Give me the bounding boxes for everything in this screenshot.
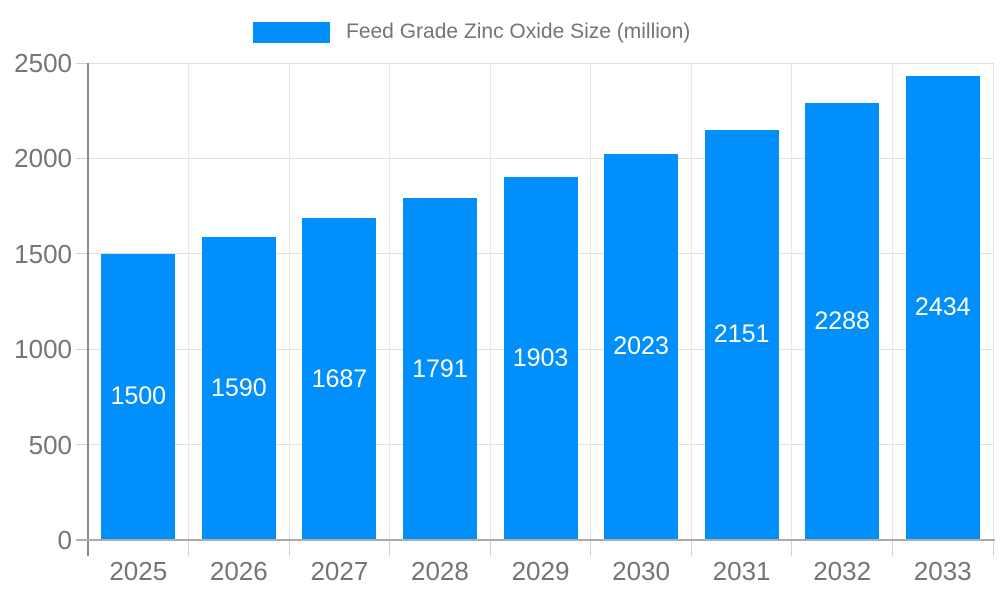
v-gridline	[590, 63, 592, 540]
bar-2032[interactable]: 2288	[805, 103, 880, 540]
y-axis-label: 1500	[14, 238, 72, 269]
x-axis-tick	[288, 540, 290, 556]
bar-value-label: 1903	[512, 343, 569, 372]
bar-2031[interactable]: 2151	[704, 129, 779, 540]
x-axis-tick	[389, 540, 391, 556]
x-axis-label: 2028	[411, 556, 469, 586]
bar-2025[interactable]: 1500	[101, 253, 176, 540]
x-axis-tick	[489, 540, 491, 556]
x-axis-label: 2033	[913, 556, 972, 586]
y-axis-tick	[76, 444, 88, 446]
v-gridline	[992, 63, 994, 540]
h-gridline	[88, 157, 993, 159]
x-axis-label: 2025	[109, 556, 168, 586]
legend-label: Feed Grade Zinc Oxide Size (million)	[346, 20, 691, 43]
bar-2033[interactable]: 2434	[905, 75, 980, 540]
x-axis-label: 2030	[612, 556, 670, 586]
x-axis-label: 2031	[712, 556, 771, 586]
bar-value-label: 2434	[914, 293, 971, 322]
v-gridline	[188, 63, 190, 540]
bar-2030[interactable]: 2023	[604, 154, 679, 540]
v-gridline	[288, 63, 290, 540]
bar-value-label: 1791	[412, 354, 468, 383]
v-gridline	[489, 63, 491, 540]
v-gridline	[791, 63, 793, 540]
bar-2029[interactable]: 1903	[503, 176, 578, 540]
y-axis-label: 2500	[14, 48, 72, 78]
x-axis-line	[76, 539, 995, 541]
y-axis-label: 2000	[14, 143, 72, 174]
y-axis-tick	[76, 348, 88, 350]
h-gridline	[88, 62, 993, 64]
x-axis-label: 2026	[209, 556, 268, 586]
y-axis-label: 0	[57, 525, 72, 555]
x-axis-tick	[891, 540, 893, 556]
y-axis-tick	[76, 253, 88, 255]
y-axis-tick	[76, 62, 88, 64]
v-gridline	[891, 63, 893, 540]
v-gridline	[690, 63, 692, 540]
legend-swatch-icon	[253, 21, 330, 43]
x-axis-tick	[188, 540, 190, 556]
bar-2028[interactable]: 1791	[402, 198, 477, 540]
x-axis-label: 2027	[310, 556, 369, 586]
x-axis-label: 2029	[511, 556, 570, 586]
bar-2027[interactable]: 1687	[302, 218, 377, 540]
bar-value-label: 2023	[613, 332, 669, 361]
bar-2026[interactable]: 1590	[201, 236, 276, 540]
x-axis-label: 2032	[813, 556, 872, 586]
bar-value-label: 1687	[311, 364, 368, 393]
x-axis-tick	[690, 540, 692, 556]
x-axis-tick	[992, 540, 994, 556]
bar-value-label: 2288	[814, 307, 870, 336]
bar-value-label: 1590	[211, 373, 267, 402]
x-axis-tick	[791, 540, 793, 556]
y-axis-tick	[76, 157, 88, 159]
legend-item[interactable]: Feed Grade Zinc Oxide Size (million)	[253, 20, 690, 44]
bar-value-label: 1500	[110, 382, 167, 411]
legend: Feed Grade Zinc Oxide Size (million)	[253, 20, 690, 44]
y-axis-label: 1000	[14, 334, 72, 365]
v-gridline	[389, 63, 391, 540]
x-axis-tick	[590, 540, 592, 556]
bar-value-label: 2151	[713, 320, 770, 349]
y-axis-label: 500	[28, 429, 72, 460]
y-axis-line	[86, 63, 89, 556]
